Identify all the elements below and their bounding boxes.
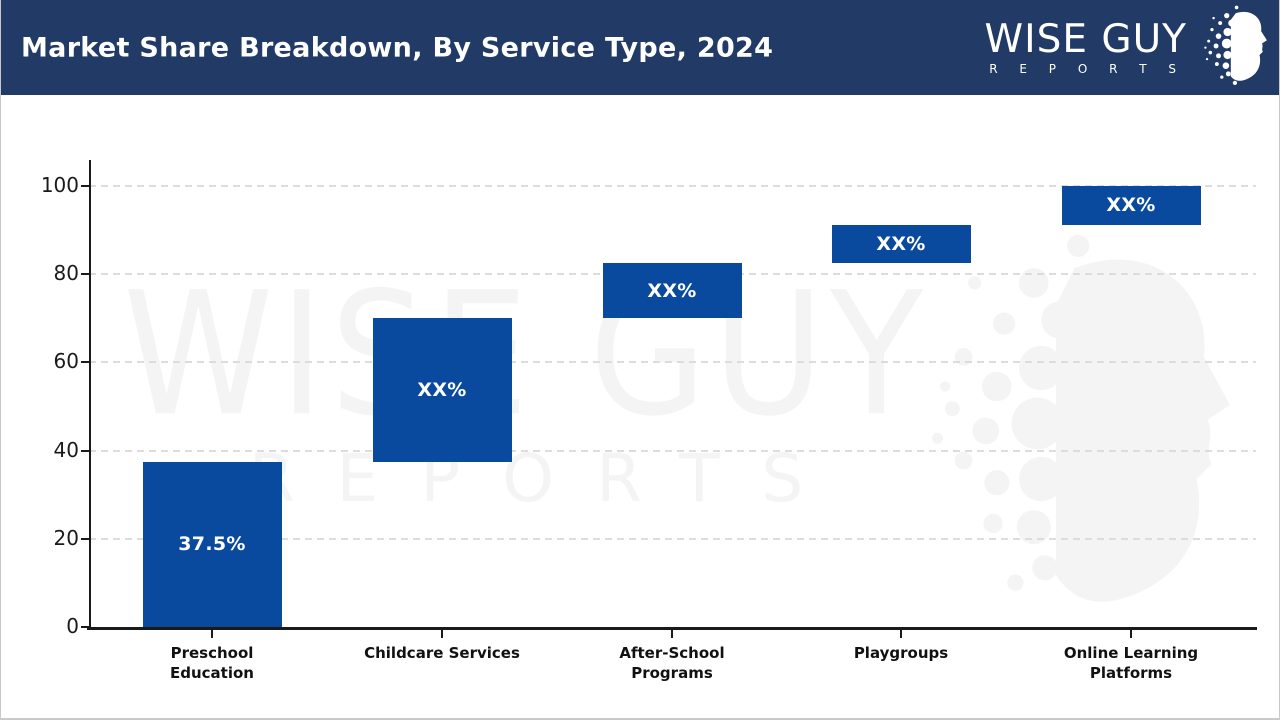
x-category-label: Playgroups bbox=[853, 644, 949, 662]
y-tick-mark bbox=[81, 537, 89, 540]
x-category-label: After-School Programs bbox=[619, 644, 725, 682]
y-gridline bbox=[89, 185, 1256, 187]
x-category-label: Childcare Services bbox=[364, 644, 520, 662]
x-tick-mark bbox=[671, 630, 673, 638]
bar-segment: 37.5% bbox=[142, 461, 282, 627]
watermark-line1: WISE GUY bbox=[123, 255, 929, 454]
page-title: Market Share Breakdown, By Service Type,… bbox=[21, 32, 774, 63]
y-tick-mark bbox=[81, 449, 89, 452]
y-tick-label: 20 bbox=[53, 525, 79, 550]
y-tick-mark bbox=[81, 626, 89, 628]
x-tick-mark bbox=[211, 630, 213, 638]
bar-value-label: 37.5% bbox=[178, 533, 246, 556]
x-category-label: Preschool Education bbox=[170, 644, 254, 682]
chart-canvas: WISE GUY REPORTS 0 20 40 60 80 100 37.5% Presch… bbox=[1, 95, 1279, 718]
bar-value-label: XX% bbox=[876, 232, 926, 255]
x-tick-mark bbox=[900, 630, 902, 638]
y-tick-label: 100 bbox=[40, 173, 79, 197]
y-tick-label: 80 bbox=[53, 261, 79, 286]
report-header: Market Share Breakdown, By Service Type,… bbox=[1, 0, 1279, 95]
y-gridline bbox=[89, 361, 1256, 364]
bar-segment: XX% bbox=[602, 263, 742, 319]
x-tick-mark bbox=[441, 630, 443, 638]
bar-segment: XX% bbox=[831, 224, 971, 264]
y-tick-label: 60 bbox=[53, 349, 79, 374]
y-gridline bbox=[89, 449, 1256, 452]
bar-value-label: XX% bbox=[647, 279, 697, 302]
y-gridline bbox=[89, 537, 1256, 540]
y-tick-mark bbox=[81, 273, 89, 276]
brand-logo: WISE GUY R E P O R T S bbox=[985, 4, 1271, 92]
logo-head-icon bbox=[1189, 4, 1271, 92]
bar-segment: XX% bbox=[1061, 186, 1201, 225]
bar-value-label: XX% bbox=[1106, 194, 1156, 217]
x-category-label: Online Learning Platforms bbox=[1063, 644, 1199, 682]
x-axis-line bbox=[87, 627, 1257, 630]
y-tick-label: 40 bbox=[53, 437, 79, 462]
y-tick-mark bbox=[81, 361, 89, 364]
y-tick-label: 0 bbox=[66, 614, 79, 638]
logo-wordmark: WISE GUY R E P O R T S bbox=[984, 17, 1187, 77]
y-tick-mark bbox=[81, 185, 89, 187]
bar-value-label: XX% bbox=[417, 378, 467, 401]
logo-line2: R E P O R T S bbox=[989, 62, 1185, 76]
bar-segment: XX% bbox=[372, 318, 512, 462]
y-axis-spine bbox=[89, 160, 91, 629]
logo-line1: WISE GUY bbox=[984, 17, 1187, 62]
x-tick-mark bbox=[1130, 630, 1132, 638]
